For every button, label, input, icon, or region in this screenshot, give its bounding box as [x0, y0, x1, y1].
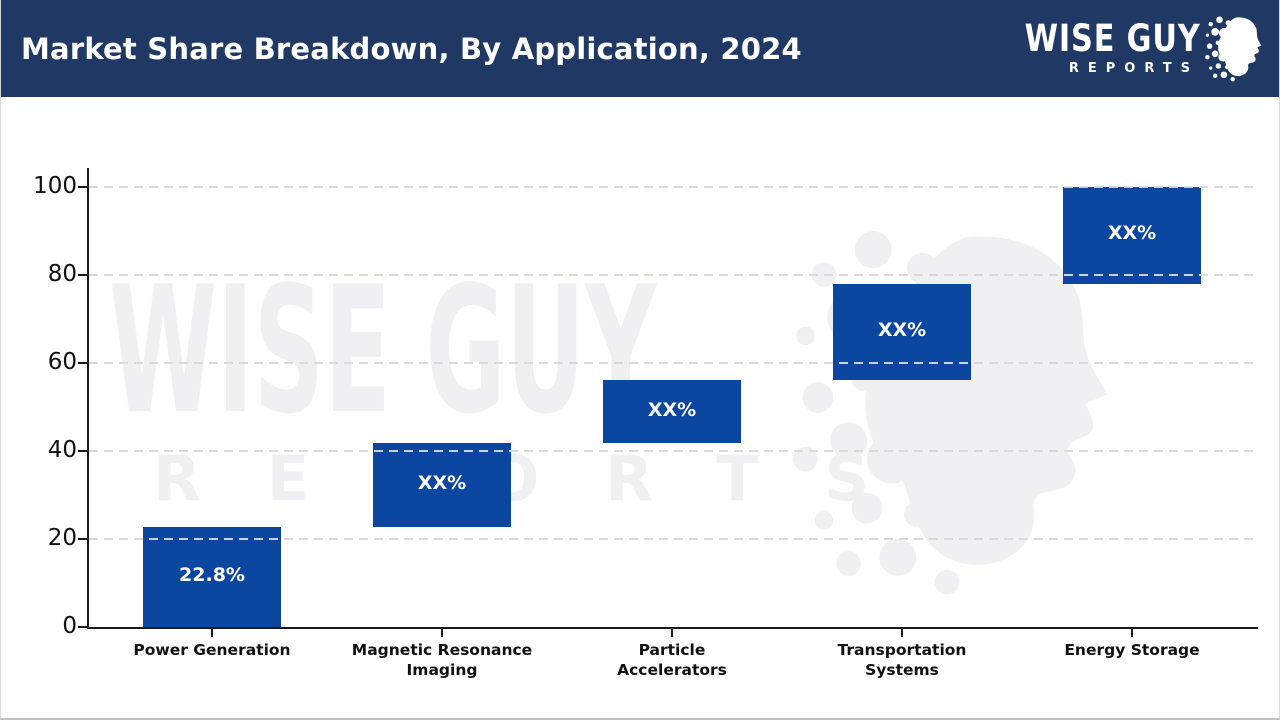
- brand-logo: WISE GUY REPORTS: [1025, 6, 1269, 92]
- gridline-20: [89, 538, 1258, 540]
- bar-5: [1063, 187, 1201, 284]
- bar-value-label: XX%: [877, 318, 927, 341]
- y-tick-mark: [78, 450, 87, 452]
- x-tick-mark: [671, 629, 673, 637]
- x-tick-mark: [1131, 629, 1133, 637]
- header-bar: Market Share Breakdown, By Application, …: [1, 0, 1279, 97]
- category-label: Magnetic Resonance Imaging: [351, 641, 533, 679]
- y-tick-label: 60: [47, 349, 77, 375]
- logo-face-icon: [1205, 16, 1262, 82]
- brand-logo-text: WISE GUY REPORTS: [986, 17, 1201, 77]
- chart-area: WISE GUY REPORTS 0 20 40 60 80 100 22.8% Power …: [1, 97, 1279, 718]
- bar-value-label: XX%: [417, 471, 467, 494]
- y-tick-mark: [78, 538, 87, 540]
- category-label: Power Generation: [133, 641, 291, 659]
- category-label: Energy Storage: [1064, 641, 1200, 659]
- y-tick-label: 40: [47, 437, 77, 463]
- bar-4: [833, 283, 971, 381]
- x-tick-mark: [211, 629, 213, 637]
- y-axis: [87, 168, 89, 629]
- bar-value-label: XX%: [647, 398, 697, 421]
- bar-3: [603, 380, 741, 444]
- watermark-brand-text: WISE GUY: [109, 250, 657, 453]
- bar-value-label: XX%: [1107, 222, 1157, 245]
- y-tick-mark: [78, 186, 87, 188]
- watermark-brand-subtext: REPORTS: [153, 442, 936, 515]
- y-tick-mark: [78, 274, 87, 276]
- x-tick-mark: [441, 629, 443, 637]
- y-tick-label: 100: [33, 173, 77, 199]
- gridline-60: [89, 362, 1258, 364]
- bar-2: [373, 443, 511, 527]
- x-axis: [87, 627, 1258, 629]
- y-tick-mark: [78, 626, 87, 628]
- category-label: Transportation Systems: [837, 641, 967, 679]
- gridline-40: [89, 450, 1258, 452]
- bar-value-label: 22.8%: [179, 563, 245, 586]
- gridline-80: [89, 274, 1258, 276]
- brand-name: WISE GUY: [1025, 17, 1201, 60]
- y-tick-label: 0: [62, 613, 77, 639]
- chart-title: Market Share Breakdown, By Application, …: [21, 31, 802, 66]
- y-tick-label: 20: [47, 525, 77, 551]
- y-tick-mark: [78, 362, 87, 364]
- category-label: Particle Accelerators: [617, 641, 727, 679]
- x-tick-mark: [901, 629, 903, 637]
- y-tick-label: 80: [47, 261, 77, 287]
- brand-subname: REPORTS: [1068, 61, 1199, 76]
- gridline-100: [89, 186, 1258, 188]
- bar-1: [143, 526, 281, 627]
